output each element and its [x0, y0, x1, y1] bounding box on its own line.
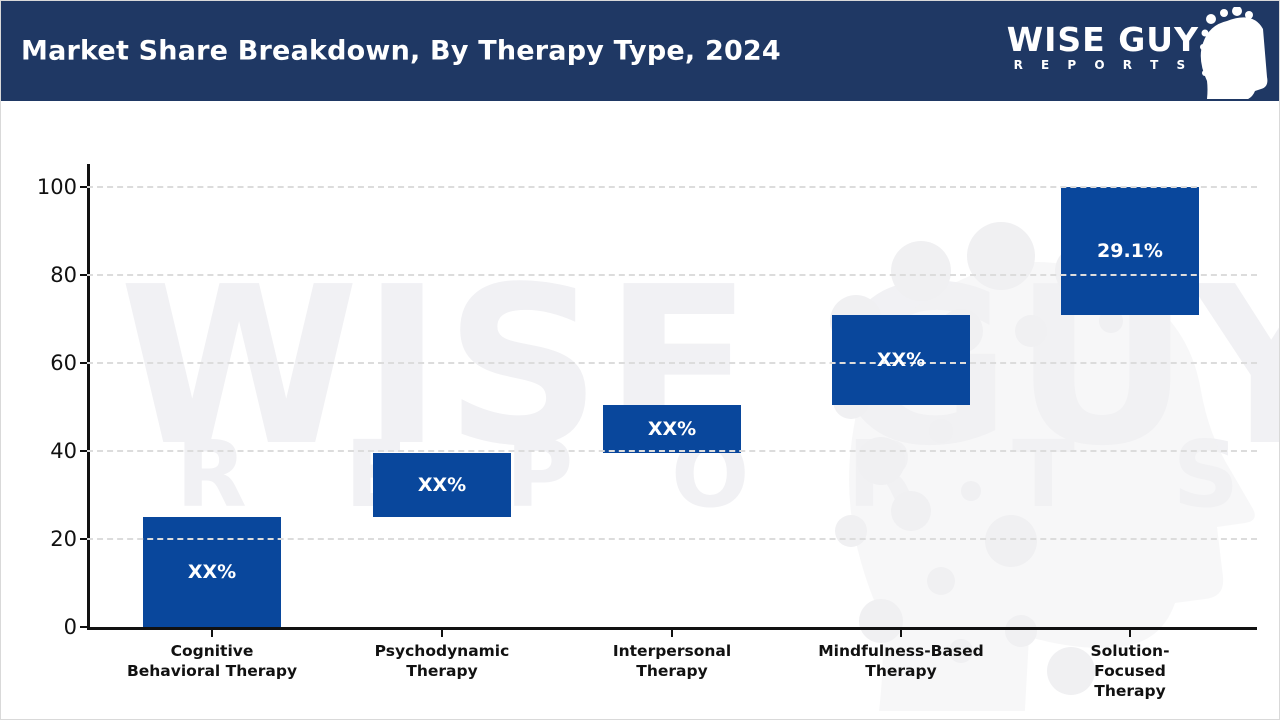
y-tick-label: 60: [50, 351, 77, 375]
gridline: [87, 362, 1257, 364]
bar-value-label: XX%: [417, 473, 467, 496]
y-tick-label: 80: [50, 263, 77, 287]
y-tick-mark: [80, 450, 87, 452]
gridline: [87, 538, 1257, 540]
y-axis-line: [87, 164, 90, 629]
bar-value-label: XX%: [187, 561, 237, 583]
bar-value-label: XX%: [876, 349, 926, 372]
x-tick-mark: [900, 630, 902, 637]
x-category-label: Solution-Focused Therapy: [1090, 642, 1170, 700]
gridline: [87, 450, 1257, 452]
y-tick-label: 40: [50, 439, 77, 463]
bar-value-label: XX%: [647, 418, 697, 440]
x-category-label: Psychodynamic Therapy: [374, 642, 510, 680]
x-tick-mark: [1129, 630, 1131, 637]
brand-face-logo-icon: [1200, 7, 1268, 99]
brand-logo-subtext: R E P O R T S: [1013, 58, 1193, 72]
bar-segment: [373, 452, 511, 517]
gridline: [87, 274, 1257, 276]
x-category-label: Interpersonal Therapy: [612, 642, 732, 680]
y-tick-mark: [80, 186, 87, 188]
y-tick-mark: [80, 362, 87, 364]
gridline: [87, 186, 1257, 188]
y-tick-label: 0: [63, 615, 77, 639]
x-tick-mark: [441, 630, 443, 637]
x-category-label: Mindfulness-Based Therapy: [818, 642, 984, 680]
y-tick-label: 20: [50, 527, 77, 551]
y-tick-mark: [80, 274, 87, 276]
bar-segment: [603, 405, 741, 453]
y-tick-mark: [80, 538, 87, 540]
header-banner: Market Share Breakdown, By Therapy Type,…: [1, 1, 1279, 101]
brand-logo: WISE GUY R E P O R T S: [1007, 5, 1269, 99]
bar-value-label: 29.1%: [1097, 240, 1163, 263]
x-axis-line: [87, 627, 1257, 630]
chart-title: Market Share Breakdown, By Therapy Type,…: [21, 35, 781, 67]
brand-logo-text: WISE GUY R E P O R T S: [1007, 23, 1199, 73]
bar-segment: [143, 517, 281, 627]
y-tick-label: 100: [36, 175, 77, 199]
x-tick-mark: [211, 630, 213, 637]
x-tick-mark: [671, 630, 673, 637]
y-tick-mark: [80, 626, 87, 628]
x-category-label: Cognitive Behavioral Therapy: [126, 642, 298, 680]
brand-logo-wordmark: WISE GUY: [1006, 20, 1199, 59]
